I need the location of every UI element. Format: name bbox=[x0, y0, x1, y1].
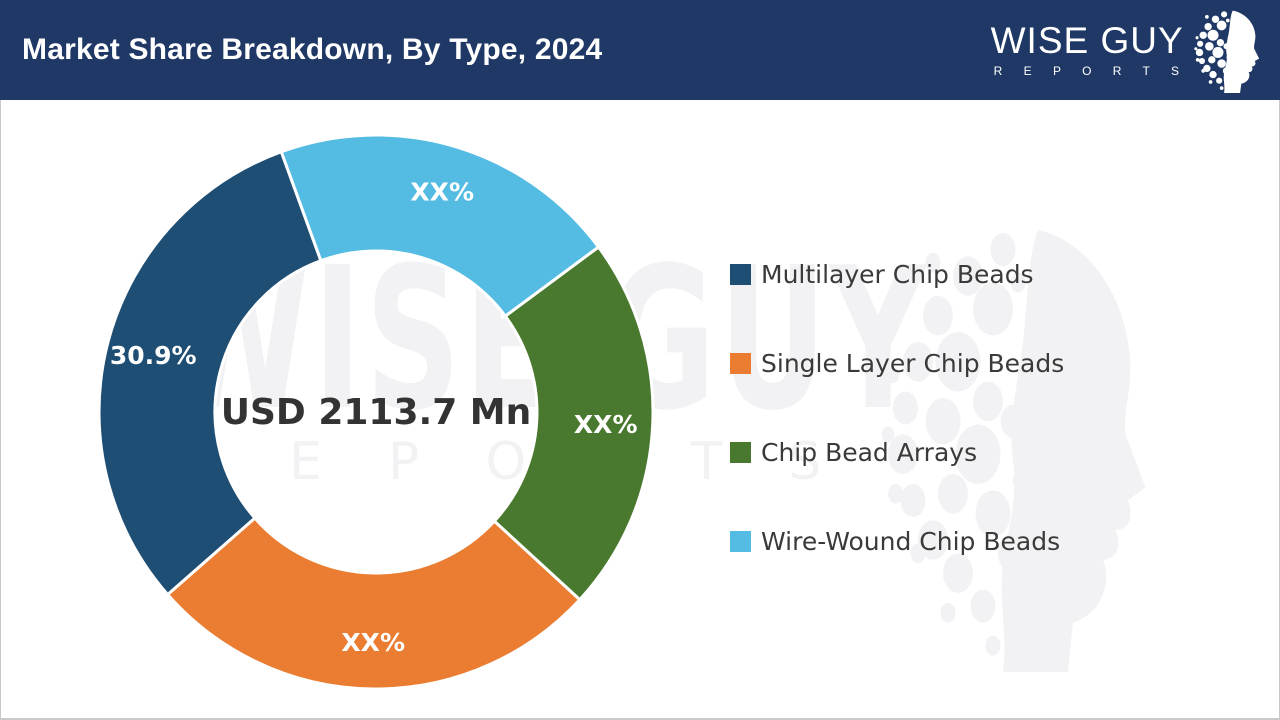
legend-item: Multilayer Chip Beads bbox=[730, 259, 1064, 289]
legend-item: Chip Bead Arrays bbox=[730, 437, 1064, 467]
legend-swatch bbox=[730, 263, 751, 285]
brand-logo: WISE GUY R E P O R T S bbox=[991, 7, 1266, 93]
donut-segment-4 bbox=[279, 133, 600, 318]
legend-label: Chip Bead Arrays bbox=[761, 437, 978, 467]
brand-subtitle: R E P O R T S bbox=[993, 64, 1188, 78]
brand-wordmark: WISE GUY R E P O R T S bbox=[991, 22, 1188, 78]
legend-label: Single Layer Chip Beads bbox=[761, 348, 1065, 378]
legend-label: Multilayer Chip Beads bbox=[761, 259, 1034, 289]
legend-swatch bbox=[730, 441, 751, 463]
segment-value-label: XX% bbox=[410, 178, 474, 207]
legend: Multilayer Chip Beads Single Layer Chip … bbox=[730, 260, 1064, 616]
donut-segment-3 bbox=[492, 245, 655, 602]
header: Market Share Breakdown, By Type, 2024 WI… bbox=[0, 0, 1280, 100]
segment-value-label: XX% bbox=[574, 410, 638, 439]
brand-face-icon bbox=[1192, 7, 1266, 93]
legend-label: Wire-Wound Chip Beads bbox=[761, 526, 1061, 556]
segment-value-label: 30.9% bbox=[110, 341, 197, 370]
chart-center-value: USD 2113.7 Mn bbox=[221, 392, 531, 433]
donut-segment-2 bbox=[166, 516, 582, 691]
legend-swatch bbox=[730, 352, 751, 374]
legend-item: Wire-Wound Chip Beads bbox=[730, 526, 1064, 556]
page-title: Market Share Breakdown, By Type, 2024 bbox=[22, 33, 603, 66]
segment-value-label: XX% bbox=[341, 628, 405, 657]
donut-segment-1 bbox=[97, 150, 323, 597]
legend-swatch bbox=[730, 530, 751, 552]
legend-item: Single Layer Chip Beads bbox=[730, 348, 1065, 378]
brand-name: WISE GUY bbox=[990, 20, 1184, 61]
donut-chart: 30.9% XX% XX% XX% USD 2113.7 Mn bbox=[97, 133, 655, 691]
donut-segments: 30.9% XX% XX% XX% bbox=[97, 133, 655, 691]
